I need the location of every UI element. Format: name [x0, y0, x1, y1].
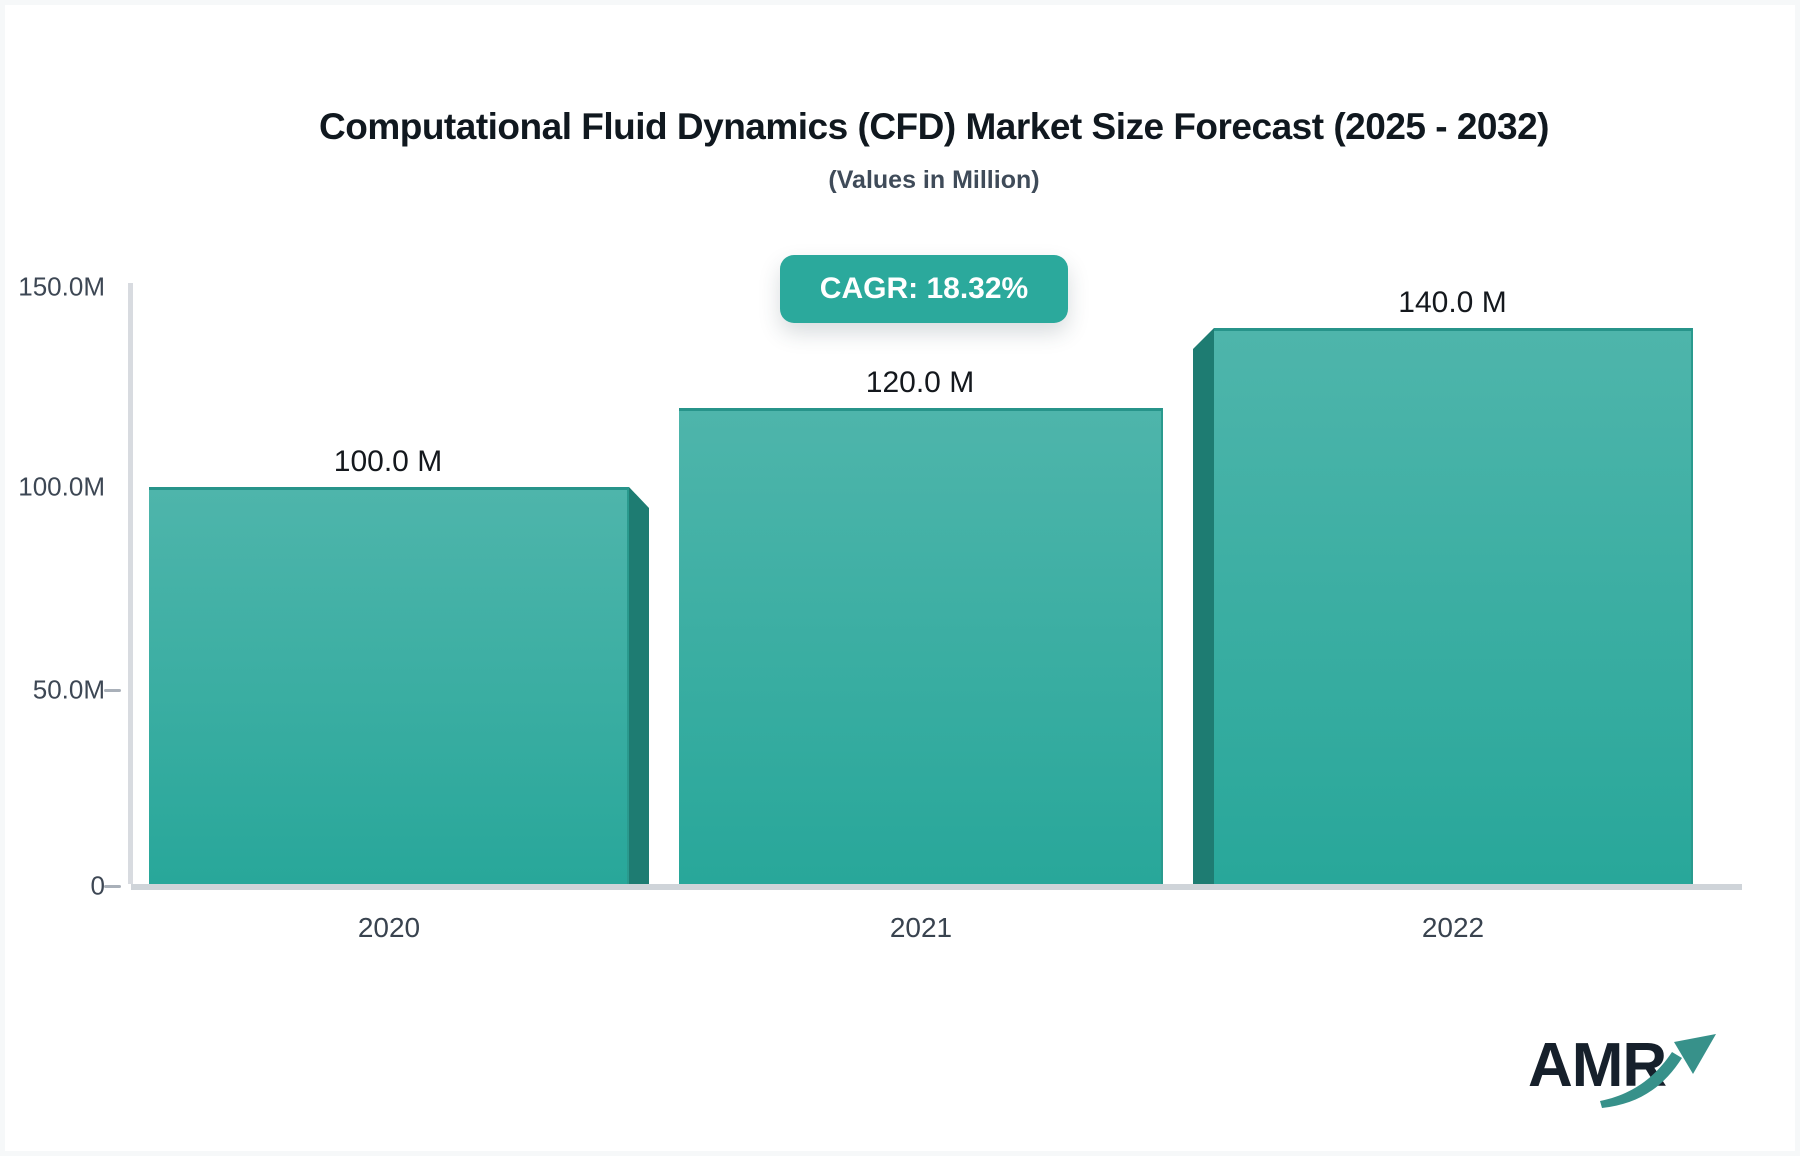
- bar-2021[interactable]: 120.0 M: [679, 366, 1163, 884]
- bar-2020-value-label: 100.0 M: [333, 445, 443, 478]
- y-tick-label-150: 150.0M: [18, 271, 105, 302]
- cagr-badge-label: CAGR: 18.32%: [819, 272, 1029, 305]
- bar-2020-3d-side: [629, 487, 649, 884]
- growth-arrow-icon: [1600, 1034, 1716, 1108]
- bar-2022[interactable]: 140.0 M: [1214, 286, 1693, 884]
- chart-title: Computational Fluid Dynamics (CFD) Marke…: [319, 106, 1550, 147]
- x-axis-line: [131, 884, 1742, 890]
- y-tick-label-0: 0: [90, 870, 105, 901]
- x-tick-label-2021: 2021: [889, 912, 953, 943]
- bar-2022-3d-side: [1193, 328, 1214, 884]
- y-tick-label-50: 50.0M: [32, 674, 105, 705]
- x-tick-label-2022: 2022: [1421, 912, 1485, 943]
- y-tick-mark-50: [104, 689, 121, 692]
- x-tick-label-2020: 2020: [357, 912, 421, 943]
- chart-subtitle: (Values in Million): [828, 166, 1040, 194]
- bar-2022-value-label: 140.0 M: [1398, 286, 1507, 319]
- y-axis-line: [128, 283, 133, 884]
- bar-2020[interactable]: 100.0 M: [149, 445, 629, 884]
- bar-2021-value-label: 120.0 M: [865, 366, 975, 399]
- y-tick-label-100: 100.0M: [18, 471, 105, 502]
- cagr-badge: CAGR: 18.32%: [780, 255, 1068, 323]
- amr-logo: AMR: [1528, 1030, 1728, 1125]
- y-tick-mark-0: [104, 885, 121, 888]
